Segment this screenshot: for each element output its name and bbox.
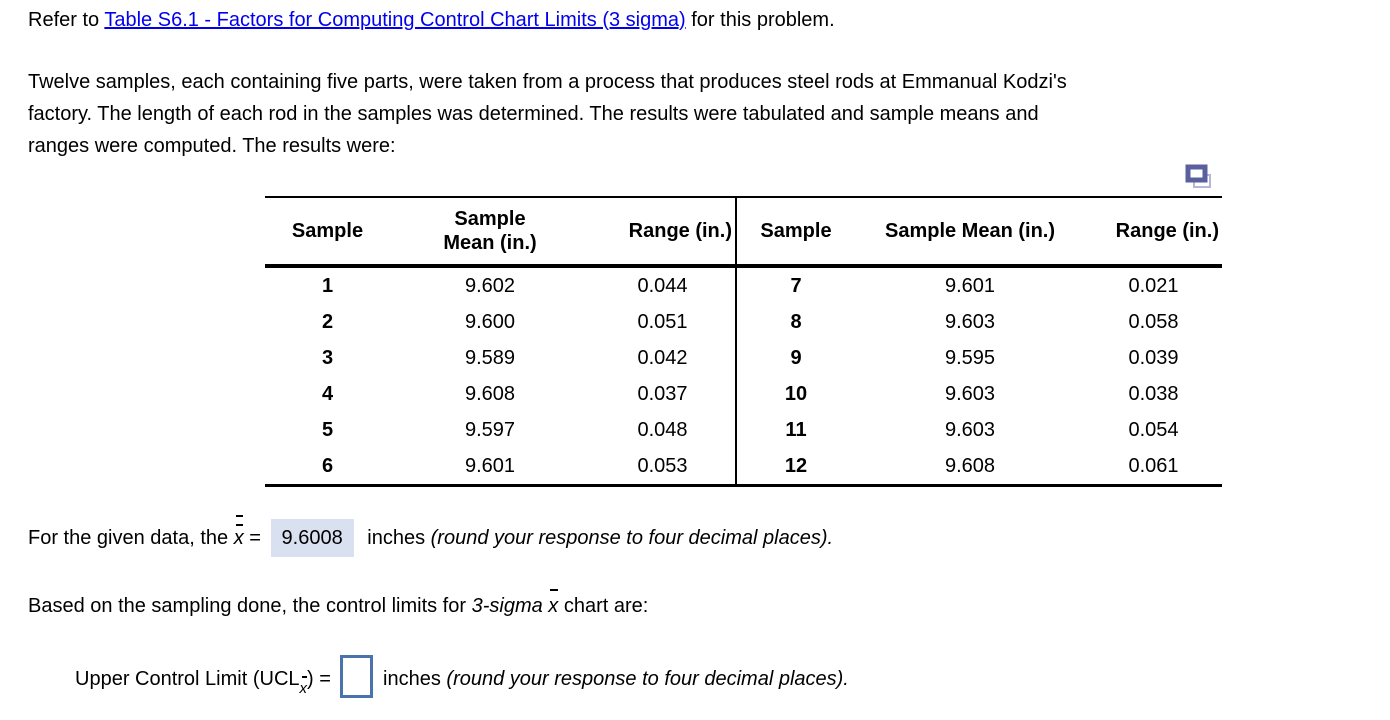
ucl-input[interactable]: [340, 655, 374, 698]
table-cell: 0.053: [637, 454, 688, 477]
problem-line: Twelve samples, each containing five par…: [28, 71, 1067, 93]
intro-prefix: Refer to: [28, 9, 100, 31]
table-cell: 12: [735, 448, 855, 484]
table-cell: 9.595: [944, 346, 996, 369]
problem-line: ranges were computed. The results were:: [28, 135, 396, 157]
ucl-label-prefix: Upper Control Limit (UCL: [75, 667, 300, 690]
table-cell: 0.037: [637, 382, 688, 405]
table-cell: 9.601: [464, 454, 516, 477]
table-cell: 4: [321, 382, 334, 405]
control-limits-intro-line: Based on the sampling done, the control …: [28, 589, 649, 618]
x-double-bar-symbol: x: [233, 515, 244, 549]
ucl-unit: inches: [383, 667, 441, 690]
table-cell: 9.589: [464, 346, 516, 369]
table-header-cell: Sample: [291, 219, 364, 242]
sigma-term: 3-sigma: [471, 595, 543, 617]
table-row: 4 9.608 0.037 10 9.603 0.038: [265, 376, 1222, 412]
table-row: 1 9.602 0.044 7 9.601 0.021: [265, 268, 1222, 304]
table-cell: 9.603: [944, 310, 996, 333]
based-suffix: chart are:: [563, 595, 649, 617]
table-header-text: Sample Mean (in.): [443, 208, 537, 254]
ucl-note: (round your response to four decimal pla…: [446, 667, 849, 690]
duplicate-window-icon[interactable]: [1184, 163, 1214, 191]
answer-note: (round your response to four decimal pla…: [430, 527, 834, 549]
table-cell: 11: [735, 412, 855, 448]
table-cell: 9.601: [944, 274, 996, 297]
table-cell: 7: [735, 268, 855, 304]
table-header-cell: Range (in.): [1115, 219, 1219, 242]
table-cell: 9.603: [944, 382, 996, 405]
table-cell: 6: [321, 454, 334, 477]
table-header-cell: Range (in.): [628, 219, 732, 242]
data-table: Sample Sample Mean (in.) Range (in.) Sam…: [265, 196, 1222, 487]
table-cell: 3: [321, 346, 334, 369]
table-cell: 0.042: [637, 346, 688, 369]
table-cell: 9.597: [464, 418, 516, 441]
table-row: 6 9.601 0.053 12 9.608 0.061: [265, 448, 1222, 484]
answer-prefix: For the given data, the: [28, 527, 229, 549]
problem-line: factory. The length of each rod in the s…: [28, 103, 1039, 125]
table-cell: 0.058: [1128, 310, 1179, 333]
ucl-label: Upper Control Limit (UCLx) =: [75, 667, 331, 697]
table-cell: 0.044: [637, 274, 688, 297]
ucl-line: Upper Control Limit (UCLx) = inches (rou…: [75, 655, 849, 701]
table-cell: 9.608: [944, 454, 996, 477]
table-cell: 0.048: [637, 418, 688, 441]
ucl-subscript: x: [299, 675, 308, 697]
ucl-label-suffix: ) =: [307, 667, 331, 690]
table-header-cell: Sample: [735, 198, 855, 264]
table-row: 3 9.589 0.042 9 9.595 0.039: [265, 340, 1222, 376]
table-cell: 0.054: [1128, 418, 1179, 441]
table-cell: 0.039: [1128, 346, 1179, 369]
table-cell: 9.603: [944, 418, 996, 441]
table-cell: 0.051: [637, 310, 688, 333]
table-cell: 8: [735, 304, 855, 340]
table-cell: 0.021: [1128, 274, 1179, 297]
answer-unit: inches: [367, 527, 426, 549]
table-cell: 10: [735, 376, 855, 412]
table-s61-link[interactable]: Table S6.1 - Factors for Computing Contr…: [104, 9, 686, 31]
intro-line: Refer to Table S6.1 - Factors for Comput…: [28, 9, 835, 32]
table-row: 2 9.600 0.051 8 9.603 0.058: [265, 304, 1222, 340]
xdoublebar-answer-line: For the given data, the x = 9.6008 inche…: [28, 515, 834, 557]
table-header-cell: Sample Mean (in.): [390, 198, 590, 264]
equals-sign: =: [249, 527, 261, 549]
based-prefix: Based on the sampling done, the control …: [28, 595, 467, 617]
table-header-cell: Sample Mean (in.): [884, 219, 1056, 242]
table-body: 1 9.602 0.044 7 9.601 0.021 2 9.600 0.051 8 9.603 0…: [265, 268, 1222, 484]
table-cell: 0.061: [1128, 454, 1179, 477]
table-cell: 2: [321, 310, 334, 333]
table-header-row: Sample Sample Mean (in.) Range (in.) Sam…: [265, 198, 1222, 268]
table-cell: 9: [735, 340, 855, 376]
table-cell: 1: [321, 274, 334, 297]
problem-statement: Twelve samples, each containing five par…: [28, 66, 1067, 162]
table-cell: 9.608: [464, 382, 516, 405]
x-bar-symbol: x: [299, 675, 308, 697]
answer-value-highlight[interactable]: 9.6008: [270, 519, 354, 557]
table-cell: 0.038: [1128, 382, 1179, 405]
table-cell: 9.600: [464, 310, 516, 333]
table-cell: 5: [321, 418, 334, 441]
table-cell: 9.602: [464, 274, 516, 297]
x-bar-symbol: x: [548, 589, 559, 617]
intro-suffix: for this problem.: [691, 9, 835, 31]
table-row: 5 9.597 0.048 11 9.603 0.054: [265, 412, 1222, 448]
